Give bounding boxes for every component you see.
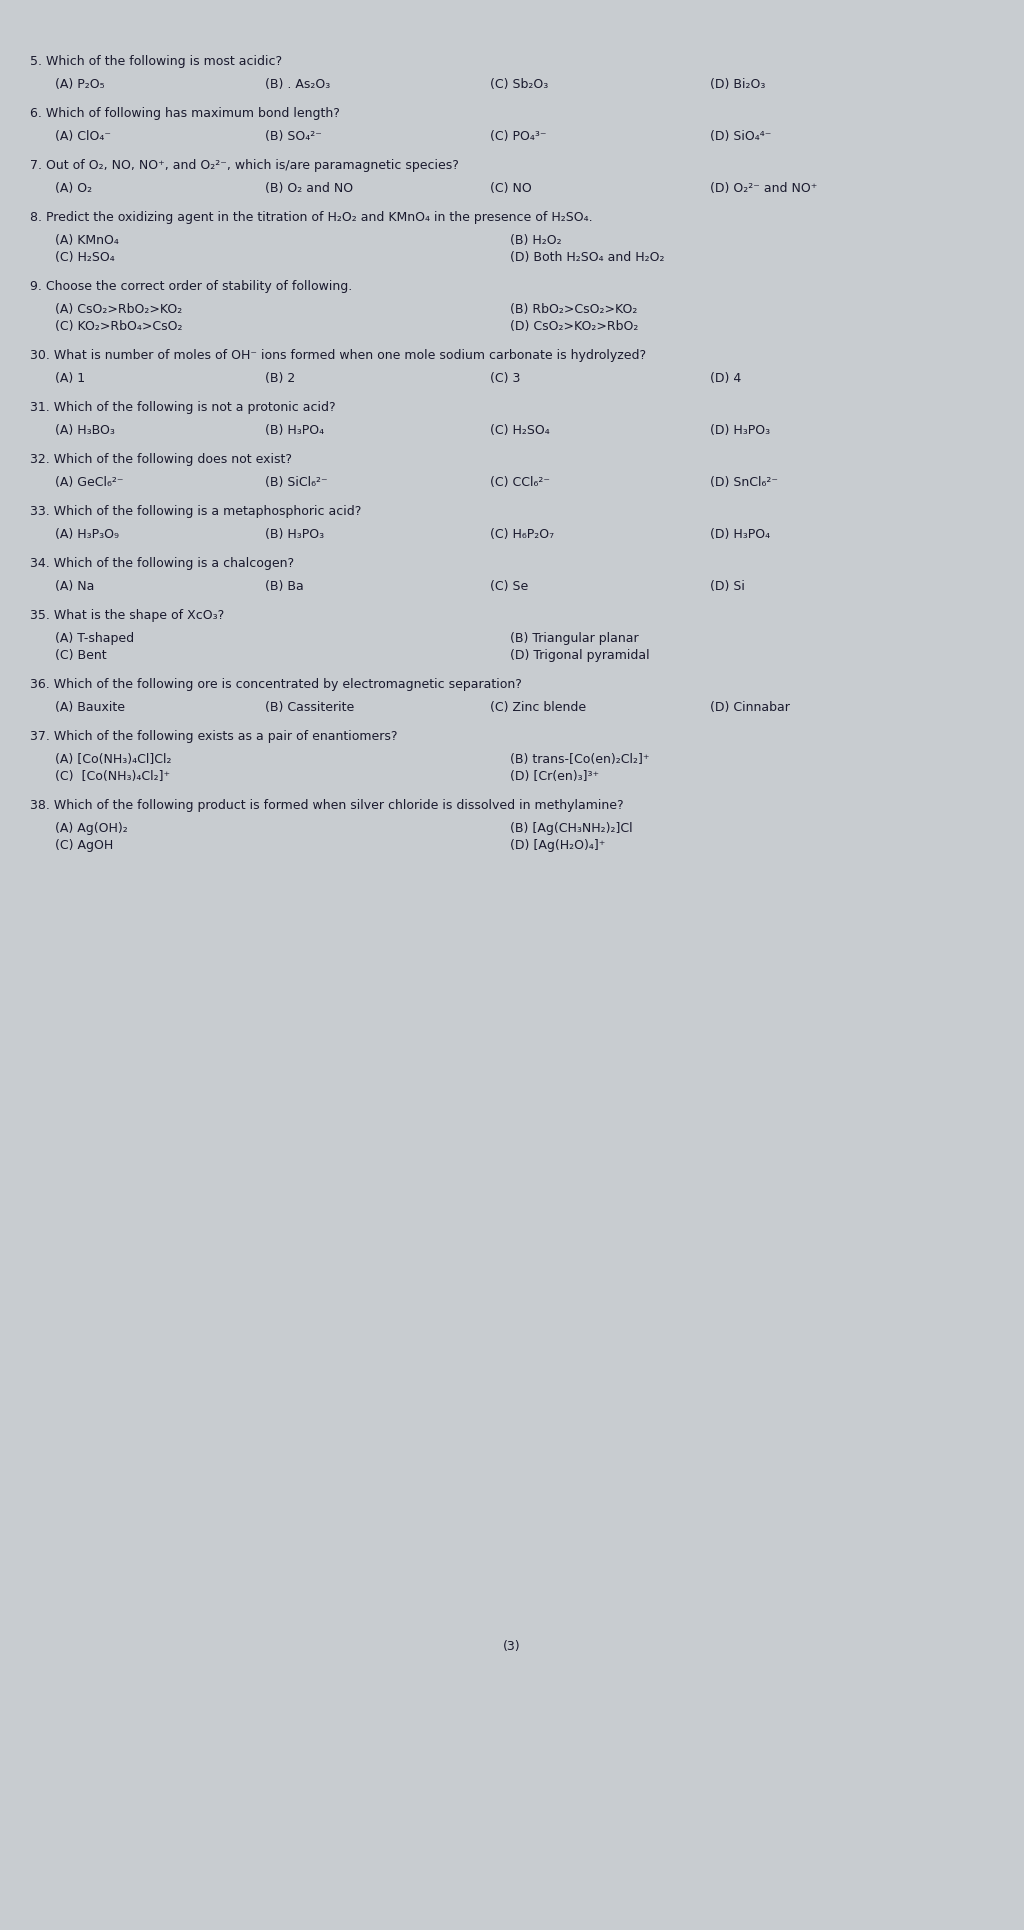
Text: (A) CsO₂>RbO₂>KO₂: (A) CsO₂>RbO₂>KO₂ xyxy=(55,303,182,317)
Text: 7. Out of O₂, NO, NO⁺, and O₂²⁻, which is/are paramagnetic species?: 7. Out of O₂, NO, NO⁺, and O₂²⁻, which i… xyxy=(30,158,459,172)
Text: (3): (3) xyxy=(503,1639,521,1652)
Text: (C) 3: (C) 3 xyxy=(490,372,520,384)
Text: (B) . As₂O₃: (B) . As₂O₃ xyxy=(265,77,331,91)
Text: (C) CCl₆²⁻: (C) CCl₆²⁻ xyxy=(490,477,550,488)
Text: (D) 4: (D) 4 xyxy=(710,372,741,384)
Text: 8. Predict the oxidizing agent in the titration of H₂O₂ and KMnO₄ in the presenc: 8. Predict the oxidizing agent in the ti… xyxy=(30,210,593,224)
Text: (C) Sb₂O₃: (C) Sb₂O₃ xyxy=(490,77,548,91)
Text: (A) 1: (A) 1 xyxy=(55,372,85,384)
Text: (C) H₆P₂O₇: (C) H₆P₂O₇ xyxy=(490,527,554,540)
Text: (A) T-shaped: (A) T-shaped xyxy=(55,631,134,645)
Text: (A) KMnO₄: (A) KMnO₄ xyxy=(55,234,119,247)
Text: (D) H₃PO₄: (D) H₃PO₄ xyxy=(710,527,770,540)
Text: (D) CsO₂>KO₂>RbO₂: (D) CsO₂>KO₂>RbO₂ xyxy=(510,320,638,332)
Text: (D) Si: (D) Si xyxy=(710,579,744,593)
Text: (D) Both H₂SO₄ and H₂O₂: (D) Both H₂SO₄ and H₂O₂ xyxy=(510,251,665,264)
Text: (B) Cassiterite: (B) Cassiterite xyxy=(265,701,354,714)
Text: 33. Which of the following is a metaphosphoric acid?: 33. Which of the following is a metaphos… xyxy=(30,506,361,517)
Text: (D) Bi₂O₃: (D) Bi₂O₃ xyxy=(710,77,765,91)
Text: (B) H₂O₂: (B) H₂O₂ xyxy=(510,234,561,247)
Text: (C) AgOH: (C) AgOH xyxy=(55,838,114,851)
Text: (A) H₃P₃O₉: (A) H₃P₃O₉ xyxy=(55,527,119,540)
Text: (D) Trigonal pyramidal: (D) Trigonal pyramidal xyxy=(510,648,649,662)
Text: (B) RbO₂>CsO₂>KO₂: (B) RbO₂>CsO₂>KO₂ xyxy=(510,303,637,317)
Text: (D) H₃PO₃: (D) H₃PO₃ xyxy=(710,425,770,436)
Text: (A) GeCl₆²⁻: (A) GeCl₆²⁻ xyxy=(55,477,124,488)
Text: 36. Which of the following ore is concentrated by electromagnetic separation?: 36. Which of the following ore is concen… xyxy=(30,677,522,691)
Text: 37. Which of the following exists as a pair of enantiomers?: 37. Which of the following exists as a p… xyxy=(30,730,397,743)
Text: (B) Triangular planar: (B) Triangular planar xyxy=(510,631,639,645)
Text: (D) [Cr(en)₃]³⁺: (D) [Cr(en)₃]³⁺ xyxy=(510,770,599,782)
Text: (A) H₃BO₃: (A) H₃BO₃ xyxy=(55,425,115,436)
Text: (D) SiO₄⁴⁻: (D) SiO₄⁴⁻ xyxy=(710,129,771,143)
Text: (A) Bauxite: (A) Bauxite xyxy=(55,701,125,714)
Text: (D) [Ag(H₂O)₄]⁺: (D) [Ag(H₂O)₄]⁺ xyxy=(510,838,605,851)
Text: (C) H₂SO₄: (C) H₂SO₄ xyxy=(55,251,115,264)
Text: (D) O₂²⁻ and NO⁺: (D) O₂²⁻ and NO⁺ xyxy=(710,181,817,195)
Text: (B) trans-[Co(en)₂Cl₂]⁺: (B) trans-[Co(en)₂Cl₂]⁺ xyxy=(510,753,649,766)
Text: (A) O₂: (A) O₂ xyxy=(55,181,92,195)
Text: 31. Which of the following is not a protonic acid?: 31. Which of the following is not a prot… xyxy=(30,401,336,413)
Text: (D) Cinnabar: (D) Cinnabar xyxy=(710,701,790,714)
Text: (C) Zinc blende: (C) Zinc blende xyxy=(490,701,586,714)
Text: (B) 2: (B) 2 xyxy=(265,372,295,384)
Text: 6. Which of following has maximum bond length?: 6. Which of following has maximum bond l… xyxy=(30,106,340,120)
Text: 34. Which of the following is a chalcogen?: 34. Which of the following is a chalcoge… xyxy=(30,556,294,569)
Text: (D) SnCl₆²⁻: (D) SnCl₆²⁻ xyxy=(710,477,778,488)
Text: (C) Se: (C) Se xyxy=(490,579,528,593)
Text: (B) H₃PO₃: (B) H₃PO₃ xyxy=(265,527,325,540)
Text: 35. What is the shape of XcO₃?: 35. What is the shape of XcO₃? xyxy=(30,608,224,621)
Text: (C) H₂SO₄: (C) H₂SO₄ xyxy=(490,425,550,436)
Text: (C) Bent: (C) Bent xyxy=(55,648,106,662)
Text: (A) Ag(OH)₂: (A) Ag(OH)₂ xyxy=(55,822,128,834)
Text: (B) SO₄²⁻: (B) SO₄²⁻ xyxy=(265,129,322,143)
Text: 32. Which of the following does not exist?: 32. Which of the following does not exis… xyxy=(30,454,292,465)
Text: (A) ClO₄⁻: (A) ClO₄⁻ xyxy=(55,129,111,143)
Text: (B) Ba: (B) Ba xyxy=(265,579,304,593)
Text: 5. Which of the following is most acidic?: 5. Which of the following is most acidic… xyxy=(30,54,283,68)
Text: (B) [Ag(CH₃NH₂)₂]Cl: (B) [Ag(CH₃NH₂)₂]Cl xyxy=(510,822,633,834)
Text: 30. What is number of moles of OH⁻ ions formed when one mole sodium carbonate is: 30. What is number of moles of OH⁻ ions … xyxy=(30,349,646,361)
Text: (A) [Co(NH₃)₄Cl]Cl₂: (A) [Co(NH₃)₄Cl]Cl₂ xyxy=(55,753,171,766)
Text: (B) O₂ and NO: (B) O₂ and NO xyxy=(265,181,353,195)
Text: (A) P₂O₅: (A) P₂O₅ xyxy=(55,77,104,91)
Text: (A) Na: (A) Na xyxy=(55,579,94,593)
Text: (C)  [Co(NH₃)₄Cl₂]⁺: (C) [Co(NH₃)₄Cl₂]⁺ xyxy=(55,770,170,782)
Text: (B) SiCl₆²⁻: (B) SiCl₆²⁻ xyxy=(265,477,328,488)
Text: (B) H₃PO₄: (B) H₃PO₄ xyxy=(265,425,325,436)
Text: (C) NO: (C) NO xyxy=(490,181,531,195)
Text: (C) KO₂>RbO₄>CsO₂: (C) KO₂>RbO₄>CsO₂ xyxy=(55,320,182,332)
Text: 9. Choose the correct order of stability of following.: 9. Choose the correct order of stability… xyxy=(30,280,352,293)
Text: (C) PO₄³⁻: (C) PO₄³⁻ xyxy=(490,129,547,143)
Text: 38. Which of the following product is formed when silver chloride is dissolved i: 38. Which of the following product is fo… xyxy=(30,799,624,813)
